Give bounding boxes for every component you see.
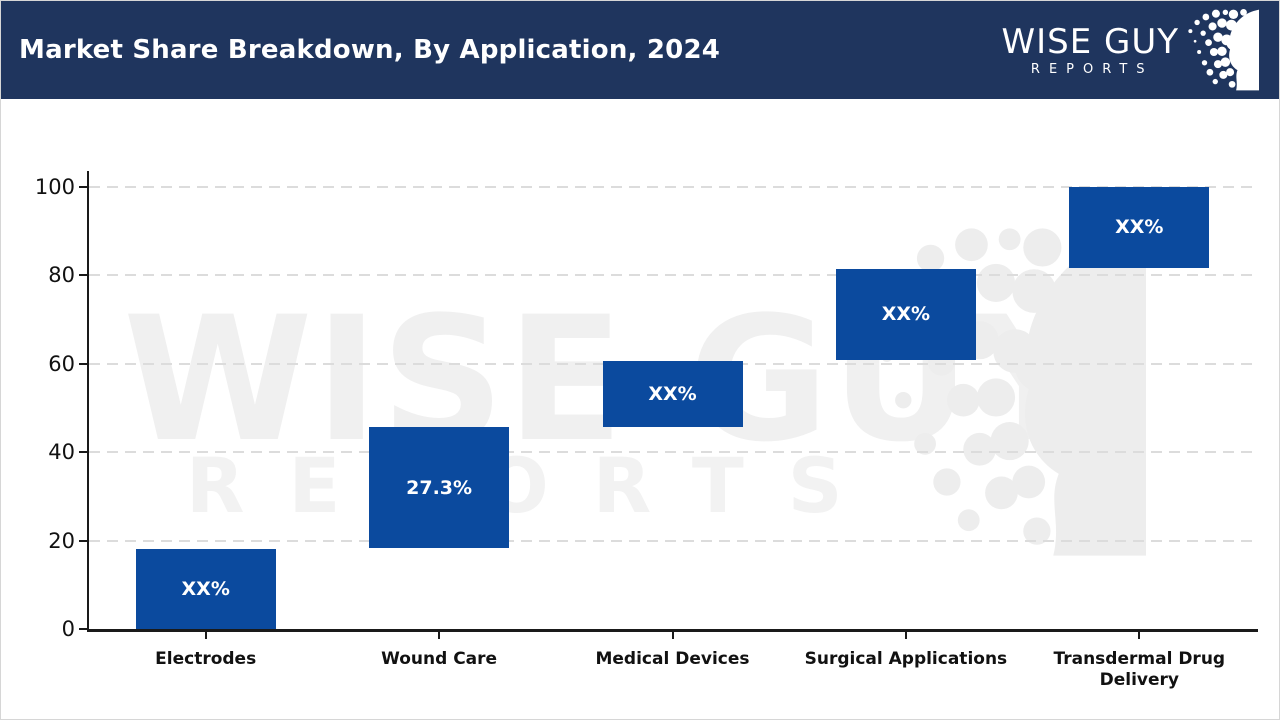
x-category-label: Electrodes [155, 649, 257, 669]
y-tick-label: 60 [48, 351, 75, 376]
page-title: Market Share Breakdown, By Application, … [19, 35, 721, 65]
x-tick-mark [904, 632, 907, 639]
wiseguy-logo: WISE GUY REPORTS [1001, 8, 1259, 92]
y-tick-mark [79, 274, 87, 277]
logo-subtitle: REPORTS [1030, 61, 1154, 77]
chart-area: WISE GUY REPORTS 0 20 40 60 80 100 XX% Electrod… [1, 99, 1279, 719]
x-tick-mark [671, 632, 674, 639]
x-tick-mark [204, 632, 207, 639]
bar-value-label: 27.3% [406, 476, 473, 499]
y-tick-mark [79, 362, 87, 365]
logo-face-icon [1188, 8, 1259, 91]
plot-area: 0 20 40 60 80 100 XX% Electrodes 27.3% Wound Care… [35, 171, 1258, 690]
x-category-label: Surgical Applications [804, 649, 1008, 669]
gridline-40 [89, 451, 1256, 454]
gridline-20 [89, 539, 1256, 542]
y-tick-label: 80 [48, 263, 75, 288]
logo-wordmark: WISE GUY [1001, 21, 1179, 62]
y-tick-label: 40 [48, 440, 75, 465]
logo-text: WISE GUY REPORTS [1001, 25, 1179, 76]
y-tick-mark [79, 451, 87, 454]
x-tick-mark [1138, 632, 1141, 639]
x-axis-spine [87, 629, 1258, 632]
x-category-label: Medical Devices [595, 649, 750, 669]
y-tick-mark [79, 185, 87, 188]
y-tick-label: 100 [34, 174, 75, 199]
bar-electrodes: XX% [135, 548, 276, 629]
header-bar: Market Share Breakdown, By Application, … [1, 1, 1279, 99]
y-tick-label: 20 [48, 528, 75, 553]
bar-transdermal-drug-delivery: XX% [1069, 186, 1210, 268]
y-tick-mark [79, 539, 87, 542]
x-category-label: Transdermal Drug Delivery [1053, 649, 1226, 691]
bar-value-label: XX% [881, 303, 931, 326]
bar-value-label: XX% [181, 577, 230, 600]
bar-wound-care: 27.3% [369, 427, 510, 549]
gridline-80 [89, 274, 1256, 277]
y-tick-label: 0 [61, 617, 75, 641]
x-tick-mark [438, 632, 441, 639]
bar-medical-devices: XX% [602, 361, 743, 427]
y-axis-spine [87, 171, 89, 631]
gridline-100 [89, 185, 1256, 188]
bar-surgical-applications: XX% [835, 268, 976, 361]
y-tick-mark [79, 628, 87, 630]
bar-value-label: XX% [648, 383, 697, 406]
x-category-label: Wound Care [381, 649, 498, 669]
bar-value-label: XX% [1115, 216, 1164, 239]
